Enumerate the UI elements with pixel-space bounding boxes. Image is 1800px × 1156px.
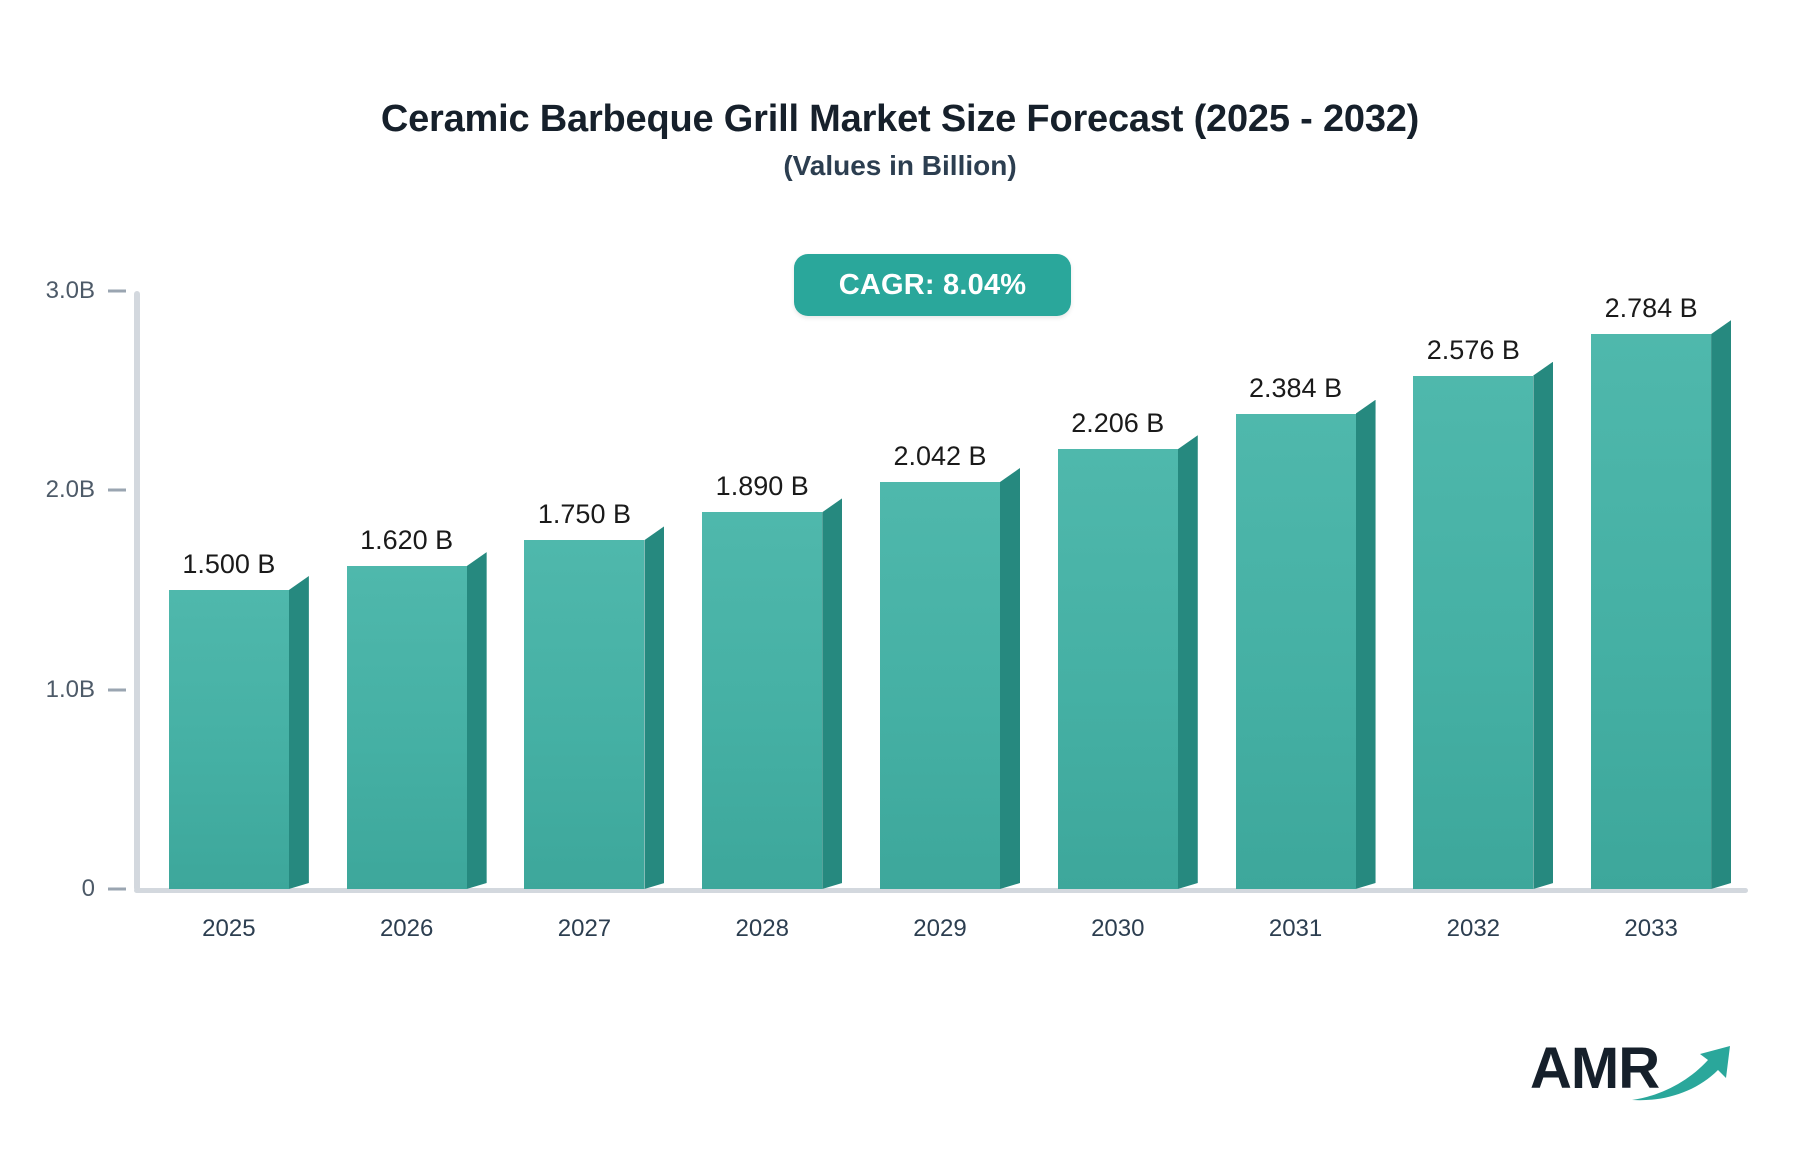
bar-front-face	[168, 590, 289, 889]
bar-value-label: 1.620 B	[360, 525, 454, 556]
bar-front-face	[1413, 375, 1534, 889]
bar[interactable]: 2.042 B	[880, 441, 1000, 889]
amr-logo: AMR	[1530, 1036, 1730, 1116]
y-axis-tick-mark	[108, 887, 126, 891]
bar[interactable]: 2.206 B	[1057, 408, 1178, 889]
bar-front-face	[1591, 334, 1712, 889]
bar-value-label: 1.890 B	[715, 471, 809, 502]
bar-value-label: 2.784 B	[1604, 293, 1698, 324]
y-axis-tick-mark	[108, 488, 126, 492]
bar-side-face	[1533, 362, 1553, 889]
bar-front-face	[1235, 413, 1356, 889]
x-axis-tick-label: 2026	[379, 915, 434, 942]
bar-value-label: 1.750 B	[537, 499, 631, 530]
bar-value-label: 1.500 B	[182, 549, 276, 579]
bar[interactable]: 2.384 B	[1235, 373, 1356, 889]
bar[interactable]: 1.620 B	[346, 525, 467, 889]
y-axis-tick-mark	[108, 688, 126, 692]
bar-front-face	[346, 566, 467, 889]
cagr-badge: CAGR: 8.04%	[794, 254, 1071, 316]
x-axis-line	[134, 888, 1748, 893]
bar-value-label: 2.576 B	[1426, 334, 1520, 365]
bar-side-face	[467, 552, 487, 889]
x-axis-tick-label: 2030	[1091, 915, 1145, 942]
y-axis-tick-label: 1.0B	[45, 675, 95, 703]
upward-trend-arrow-icon	[1632, 1046, 1730, 1101]
bar-value-label: 2.042 B	[893, 440, 987, 471]
y-axis-tick-label: 3.0B	[45, 277, 95, 304]
bar[interactable]: 2.576 B	[1413, 335, 1534, 889]
page-title: Ceramic Barbeque Grill Market Size Forec…	[380, 98, 1420, 140]
bar[interactable]: 1.500 B	[168, 549, 289, 889]
bar[interactable]: 1.750 B	[524, 499, 645, 889]
x-axis-tick-label: 2025	[202, 915, 256, 942]
bar-front-face	[524, 540, 645, 889]
amr-logo-text: AMR	[1530, 1036, 1660, 1101]
bar-value-label: 2.206 B	[1071, 408, 1165, 439]
y-axis-line	[134, 291, 140, 891]
chart-subtitle: (Values in Billion)	[783, 150, 1017, 181]
bar-side-face	[644, 526, 664, 889]
bar-front-face	[1057, 449, 1178, 889]
bar-side-face	[289, 576, 309, 889]
bar-value-label: 2.384 B	[1249, 372, 1343, 403]
x-axis-tick-label: 2029	[913, 915, 967, 942]
x-axis-tick-label: 2027	[557, 915, 612, 942]
bar-side-face	[1000, 468, 1020, 889]
x-axis-tick-label: 2031	[1268, 915, 1323, 942]
bar-side-face	[822, 498, 842, 889]
bar-front-face	[702, 512, 823, 889]
cagr-badge-label: CAGR: 8.04%	[838, 268, 1027, 301]
y-axis-tick-mark	[108, 289, 126, 293]
bar-side-face	[1711, 320, 1731, 889]
x-axis-tick-label: 2028	[735, 915, 789, 942]
bar-side-face	[1178, 435, 1198, 889]
bar-side-face	[1356, 400, 1376, 889]
y-axis-tick-label: 0	[81, 875, 95, 902]
y-axis-tick-label: 2.0B	[45, 476, 95, 504]
bar[interactable]: 1.890 B	[702, 471, 823, 889]
bar-front-face	[880, 481, 1000, 889]
bar[interactable]: 2.784 B	[1591, 293, 1712, 889]
x-axis-tick-label: 2033	[1624, 915, 1678, 942]
x-axis-tick-label: 2032	[1446, 915, 1501, 942]
